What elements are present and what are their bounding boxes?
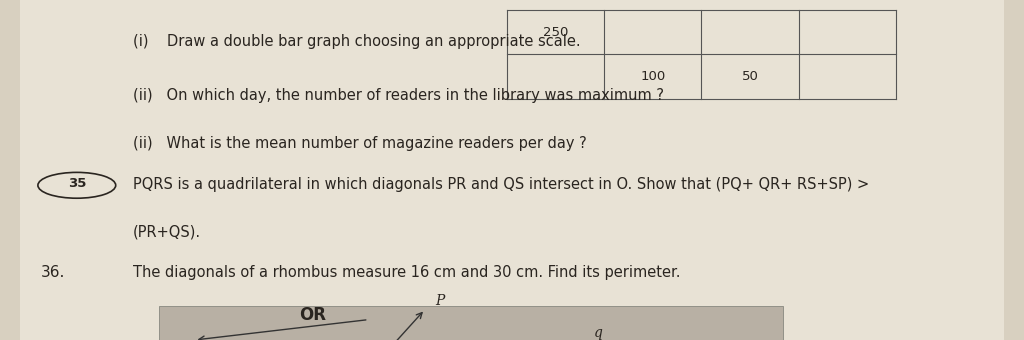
Text: OR: OR — [299, 306, 326, 324]
Text: q: q — [594, 326, 603, 340]
Text: (ii)   On which day, the number of readers in the library was maximum ?: (ii) On which day, the number of readers… — [133, 88, 665, 103]
Text: P: P — [435, 294, 444, 308]
Text: (i)    Draw a double bar graph choosing an appropriate scale.: (i) Draw a double bar graph choosing an … — [133, 34, 581, 49]
Text: The diagonals of a rhombus measure 16 cm and 30 cm. Find its perimeter.: The diagonals of a rhombus measure 16 cm… — [133, 265, 681, 280]
Text: PQRS is a quadrilateral in which diagonals PR and QS intersect in O. Show that (: PQRS is a quadrilateral in which diagona… — [133, 177, 869, 192]
FancyBboxPatch shape — [20, 0, 1004, 340]
Text: 50: 50 — [741, 70, 759, 83]
Text: 36.: 36. — [41, 265, 66, 280]
Text: 100: 100 — [640, 70, 666, 83]
Text: 250: 250 — [543, 26, 568, 39]
Text: (ii)   What is the mean number of magazine readers per day ?: (ii) What is the mean number of magazine… — [133, 136, 587, 151]
Text: (PR+QS).: (PR+QS). — [133, 224, 202, 239]
Text: 35: 35 — [68, 177, 86, 190]
FancyBboxPatch shape — [159, 306, 783, 340]
